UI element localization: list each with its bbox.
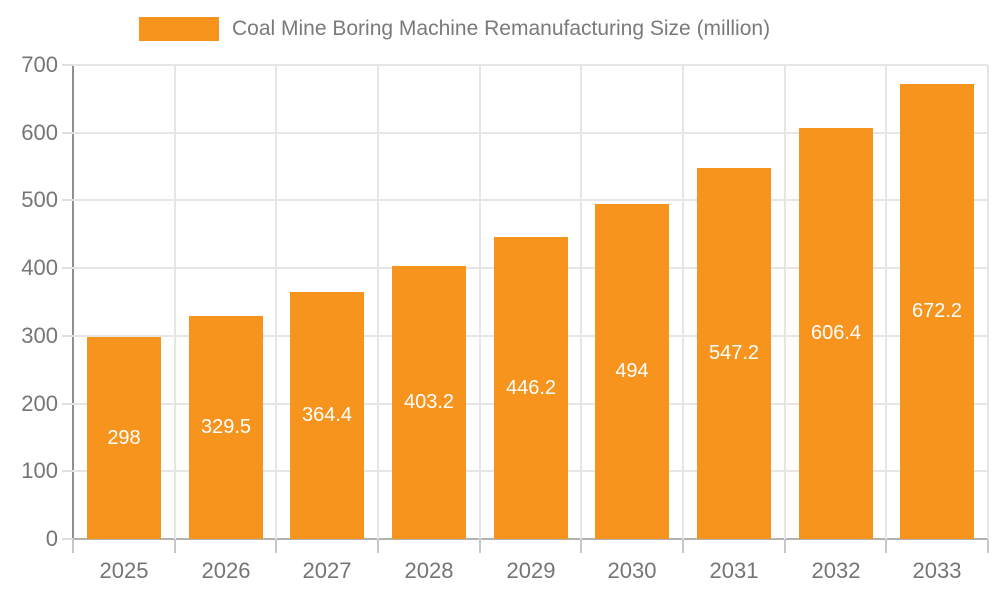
y-axis-tick — [62, 64, 73, 66]
y-axis-tick — [62, 538, 73, 540]
gridline-vertical — [987, 65, 989, 539]
bar-value-label: 298 — [107, 426, 141, 449]
x-axis-tick — [580, 539, 582, 553]
x-axis-tick — [377, 539, 379, 553]
bar-value-label: 547.2 — [708, 342, 760, 364]
bar-value-label: 364.4 — [301, 404, 353, 426]
y-axis-tick — [62, 132, 73, 134]
x-axis-tick-label: 2029 — [506, 558, 556, 583]
x-axis-tick — [479, 539, 481, 553]
x-axis-tick-label: 2030 — [607, 558, 657, 583]
bar-2028[interactable]: 403.2 — [392, 266, 466, 539]
y-axis-tick — [62, 470, 73, 472]
y-axis-tick — [62, 335, 73, 337]
bar-value-label: 403.2 — [403, 391, 455, 413]
y-axis-tick — [62, 267, 73, 269]
gridline-vertical — [682, 65, 684, 539]
y-axis-tick-label: 300 — [21, 323, 58, 348]
y-axis-tick-label: 200 — [21, 391, 58, 416]
bar-2027[interactable]: 364.4 — [290, 292, 364, 539]
x-axis-tick-label: 2032 — [811, 558, 861, 583]
x-axis-tick-label: 2033 — [912, 558, 962, 583]
gridline-vertical — [479, 65, 481, 539]
y-axis-tick-label: 400 — [21, 255, 58, 280]
gridline-vertical — [275, 65, 277, 539]
x-axis-tick — [174, 539, 176, 553]
bar-2031[interactable]: 547.2 — [697, 168, 771, 539]
x-axis-tick-label: 2028 — [404, 558, 454, 583]
x-axis-tick — [885, 539, 887, 553]
gridline-horizontal — [73, 64, 988, 66]
bar-2030[interactable]: 494 — [595, 204, 669, 539]
bar-value-label: 672.2 — [911, 300, 963, 322]
x-axis-tick-label: 2027 — [302, 558, 352, 583]
gridline-horizontal — [73, 132, 988, 134]
bar-2025[interactable]: 298 — [87, 337, 161, 539]
x-axis-tick — [72, 539, 74, 553]
bar-value-label: 446.2 — [505, 376, 557, 399]
gridline-vertical — [580, 65, 582, 539]
x-axis-tick-label: 2025 — [99, 558, 149, 583]
chart-legend-item[interactable]: Coal Mine Boring Machine Remanufacturing… — [139, 17, 770, 41]
y-axis-tick-label: 500 — [21, 187, 58, 212]
bar-2032[interactable]: 606.4 — [799, 128, 873, 539]
y-axis-tick-label: 700 — [21, 52, 58, 77]
x-axis-tick — [682, 539, 684, 553]
x-axis-tick — [275, 539, 277, 553]
gridline-vertical — [784, 65, 786, 539]
y-axis-tick-label: 0 — [45, 526, 58, 551]
bar-2033[interactable]: 672.2 — [900, 84, 974, 539]
legend-swatch-icon — [139, 17, 219, 41]
y-axis-tick — [62, 199, 73, 201]
x-axis-line — [63, 538, 988, 540]
bar-2026[interactable]: 329.5 — [189, 316, 263, 539]
y-axis-tick-label: 600 — [21, 120, 58, 145]
gridline-horizontal — [73, 199, 988, 201]
y-axis-line — [72, 65, 74, 539]
y-axis-tick-label: 100 — [21, 458, 58, 483]
bar-2029[interactable]: 446.2 — [494, 237, 568, 539]
bar-value-label: 606.4 — [810, 322, 862, 344]
gridline-vertical — [377, 65, 379, 539]
gridline-vertical — [174, 65, 176, 539]
bar-value-label: 494 — [615, 360, 649, 382]
x-axis-tick — [987, 539, 989, 553]
bar-value-label: 329.5 — [200, 416, 252, 438]
x-axis-tick-label: 2026 — [201, 558, 251, 583]
x-axis-tick — [784, 539, 786, 553]
gridline-vertical — [885, 65, 887, 539]
y-axis-tick — [62, 403, 73, 405]
x-axis-tick-label: 2031 — [709, 558, 759, 583]
legend-label: Coal Mine Boring Machine Remanufacturing… — [232, 17, 771, 40]
